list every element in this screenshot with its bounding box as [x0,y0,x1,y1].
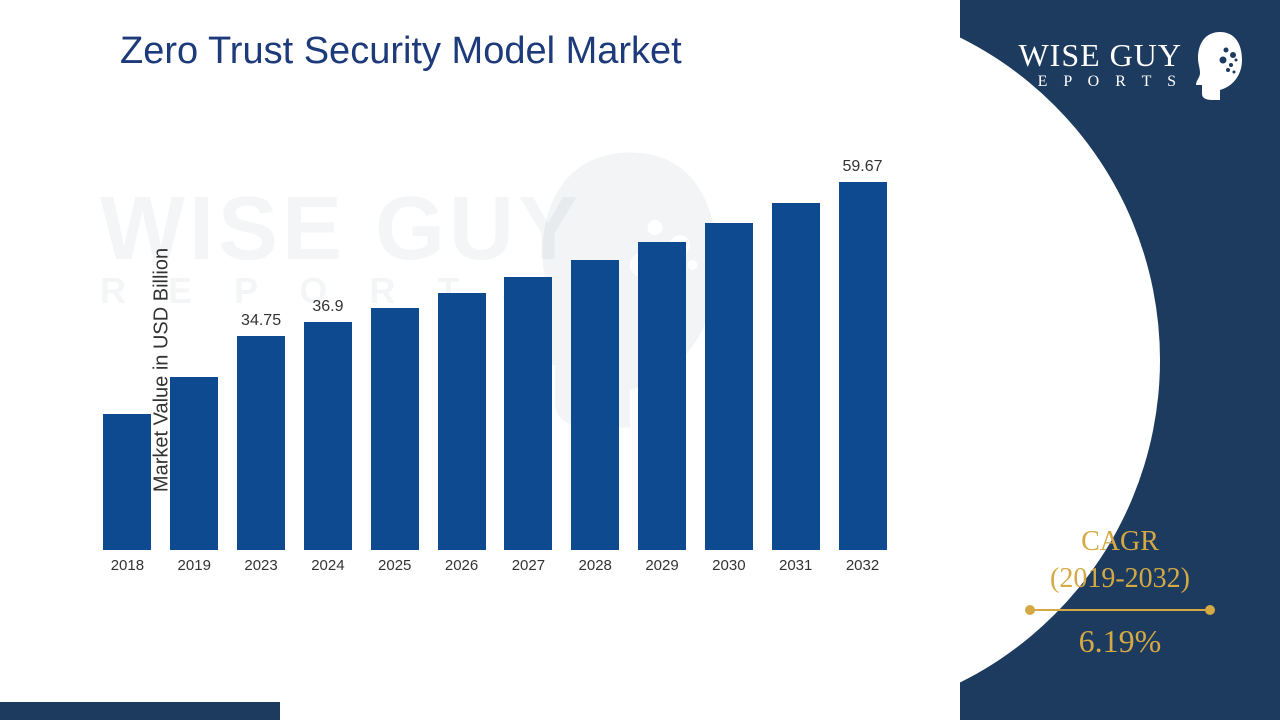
bar [705,223,753,550]
bar-wrapper: 2029 [635,218,690,550]
bar-wrapper: 36.92024 [300,298,355,550]
bar [304,322,352,550]
bar-wrapper: 2026 [434,269,489,550]
bar [772,203,820,550]
bar [170,377,218,550]
bar [638,242,686,550]
bar-category-label: 2024 [311,557,344,574]
cagr-section: CAGR (2019-2032) 6.19% [990,524,1250,660]
bar [839,182,887,550]
bar-category-label: 2029 [645,557,678,574]
cagr-divider [1030,609,1210,611]
bar-category-label: 2018 [111,557,144,574]
bar-wrapper: 2030 [701,199,756,550]
bar-category-label: 2030 [712,557,745,574]
main-chart-area: WISE GUY R E P O R T S Zero Trust Securi… [0,0,960,720]
bar-value-label: 59.67 [843,158,883,178]
chart-title: Zero Trust Security Model Market [120,30,682,73]
bar-wrapper: 2027 [501,253,556,550]
bars-area: 2018201934.75202336.92024202520262027202… [90,160,900,550]
cagr-period-text: (2019-2032) [1050,563,1190,594]
logo: WISE GUY R E P O R T S [1011,30,1250,100]
logo-text: WISE GUY R E P O R T S [1011,39,1182,91]
logo-sub-text: R E P O R T S [1011,73,1182,91]
bar-category-label: 2019 [178,557,211,574]
logo-main-text: WISE GUY [1011,39,1182,71]
cagr-label: CAGR (2019-2032) [990,524,1250,597]
bar-category-label: 2025 [378,557,411,574]
logo-head-icon [1190,30,1250,100]
bar [371,308,419,550]
bar [571,260,619,550]
bar-wrapper: 2019 [167,353,222,550]
bar-category-label: 2028 [579,557,612,574]
bar-wrapper: 34.752023 [234,312,289,550]
bar-category-label: 2023 [244,557,277,574]
bar [438,293,486,550]
bar-wrapper: 2025 [367,284,422,550]
cagr-value: 6.19% [990,623,1250,660]
cagr-label-text: CAGR [1081,526,1159,557]
bar-value-label: 36.9 [312,298,343,318]
bar-category-label: 2026 [445,557,478,574]
bar-wrapper: 59.672032 [835,158,890,550]
bar-wrapper: 2028 [568,236,623,550]
bar-category-label: 2027 [512,557,545,574]
bar [504,277,552,550]
bar-wrapper: 2018 [100,390,155,550]
chart-container: Market Value in USD Billion 2018201934.7… [70,160,900,580]
bottom-accent-bar [0,702,280,720]
bar-wrapper: 2031 [768,179,823,550]
bar [237,336,285,550]
bar-category-label: 2032 [846,557,879,574]
bar [103,414,151,550]
bar-category-label: 2031 [779,557,812,574]
bar-value-label: 34.75 [241,312,281,332]
